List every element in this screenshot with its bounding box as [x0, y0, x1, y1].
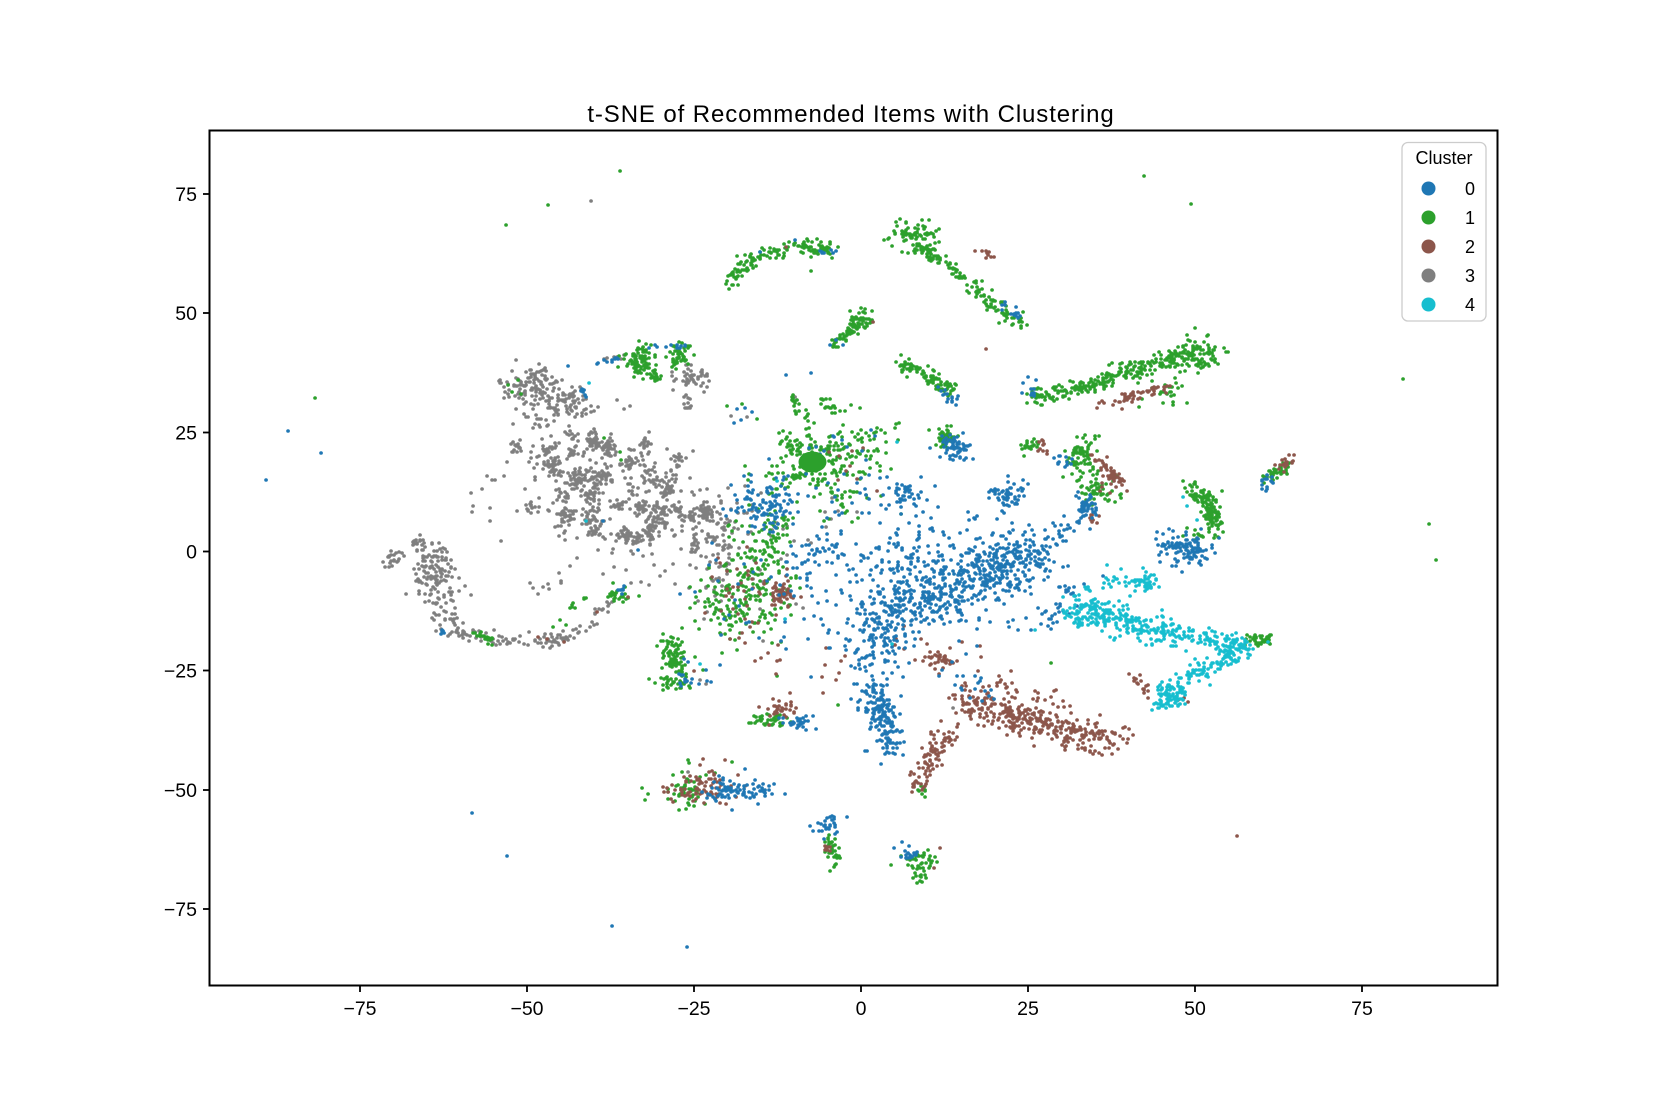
svg-text:Cluster: Cluster: [1415, 148, 1472, 168]
svg-text:−25: −25: [677, 998, 710, 1020]
svg-text:2: 2: [1465, 237, 1475, 257]
svg-text:25: 25: [175, 423, 197, 445]
svg-text:4: 4: [1465, 295, 1475, 315]
svg-text:−50: −50: [510, 998, 543, 1020]
svg-text:−75: −75: [164, 899, 197, 921]
svg-text:50: 50: [175, 303, 197, 325]
svg-text:75: 75: [175, 184, 197, 206]
svg-text:75: 75: [1351, 998, 1373, 1020]
svg-text:−75: −75: [343, 998, 376, 1020]
svg-text:50: 50: [1184, 998, 1206, 1020]
svg-text:−50: −50: [164, 780, 197, 802]
svg-text:0: 0: [186, 542, 197, 564]
svg-text:3: 3: [1465, 266, 1475, 286]
svg-text:0: 0: [1465, 179, 1475, 199]
svg-text:−25: −25: [164, 661, 197, 683]
svg-text:25: 25: [1017, 998, 1039, 1020]
svg-text:1: 1: [1465, 208, 1475, 228]
svg-text:t-SNE of Recommended Items wit: t-SNE of Recommended Items with Clusteri…: [587, 101, 1114, 128]
svg-text:0: 0: [856, 998, 867, 1020]
